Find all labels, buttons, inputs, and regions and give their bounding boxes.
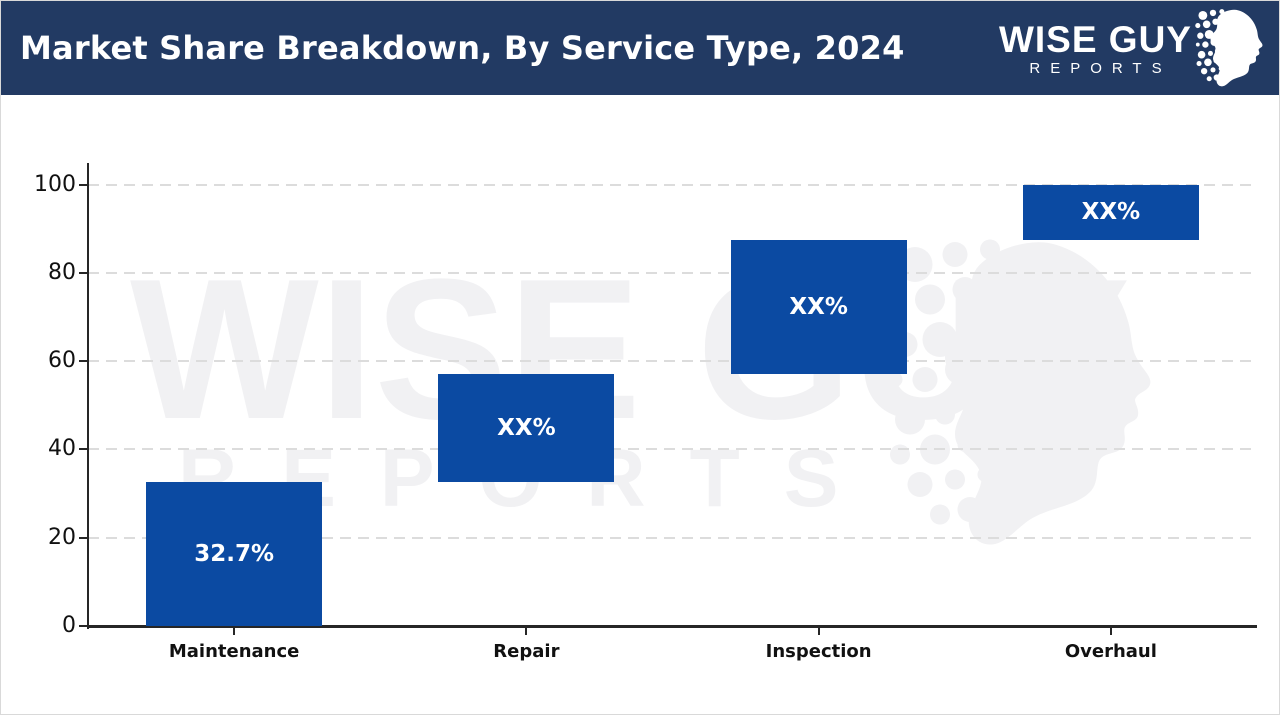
y-tick xyxy=(79,448,87,451)
brand-head-icon xyxy=(1194,7,1270,91)
y-tick-label: 60 xyxy=(48,348,76,374)
y-tick-label: 40 xyxy=(48,436,76,462)
y-tick xyxy=(79,183,87,186)
bar-overhaul xyxy=(1022,184,1199,241)
bar-repair xyxy=(438,374,615,482)
page-title: Market Share Breakdown, By Service Type,… xyxy=(20,28,905,67)
x-axis-label-maintenance: Maintenance xyxy=(168,641,300,662)
bar-value-label: 32.7% xyxy=(194,540,275,567)
x-tick xyxy=(1109,628,1112,635)
y-tick-label: 20 xyxy=(48,524,76,550)
y-axis-line xyxy=(87,163,89,629)
y-tick xyxy=(79,625,87,627)
gridline-60 xyxy=(88,360,1257,363)
x-axis-label-repair: Repair xyxy=(493,641,560,662)
brand-logo-text: WISE GUY REPORTS xyxy=(998,18,1192,78)
brand-subname: REPORTS xyxy=(1029,60,1172,78)
gridline-20 xyxy=(88,536,1257,539)
gridline-100 xyxy=(88,183,1257,186)
y-tick-label: 0 xyxy=(62,613,76,638)
brand-logo: WISE GUY REPORTS xyxy=(999,7,1270,91)
bar-value-label: XX% xyxy=(497,415,556,442)
y-tick-label: 80 xyxy=(48,259,76,285)
y-tick xyxy=(79,536,87,539)
bar-value-label: XX% xyxy=(789,294,848,321)
x-tick xyxy=(233,628,236,635)
x-axis-label-overhaul: Overhaul xyxy=(1064,641,1157,662)
x-axis-line xyxy=(88,625,1257,628)
y-tick-label: 100 xyxy=(34,171,76,197)
y-tick xyxy=(79,360,87,363)
brand-name: WISE GUY xyxy=(998,18,1192,60)
x-tick xyxy=(817,628,820,635)
gridline-40 xyxy=(88,448,1257,451)
bar-inspection xyxy=(730,240,907,375)
x-tick xyxy=(525,628,528,635)
y-tick xyxy=(79,271,87,274)
gridline-80 xyxy=(88,271,1257,274)
bar-maintenance xyxy=(146,481,323,626)
bar-value-label: XX% xyxy=(1081,199,1141,226)
header-bar: Market Share Breakdown, By Service Type,… xyxy=(0,0,1280,95)
x-axis-label-inspection: Inspection xyxy=(765,641,872,662)
